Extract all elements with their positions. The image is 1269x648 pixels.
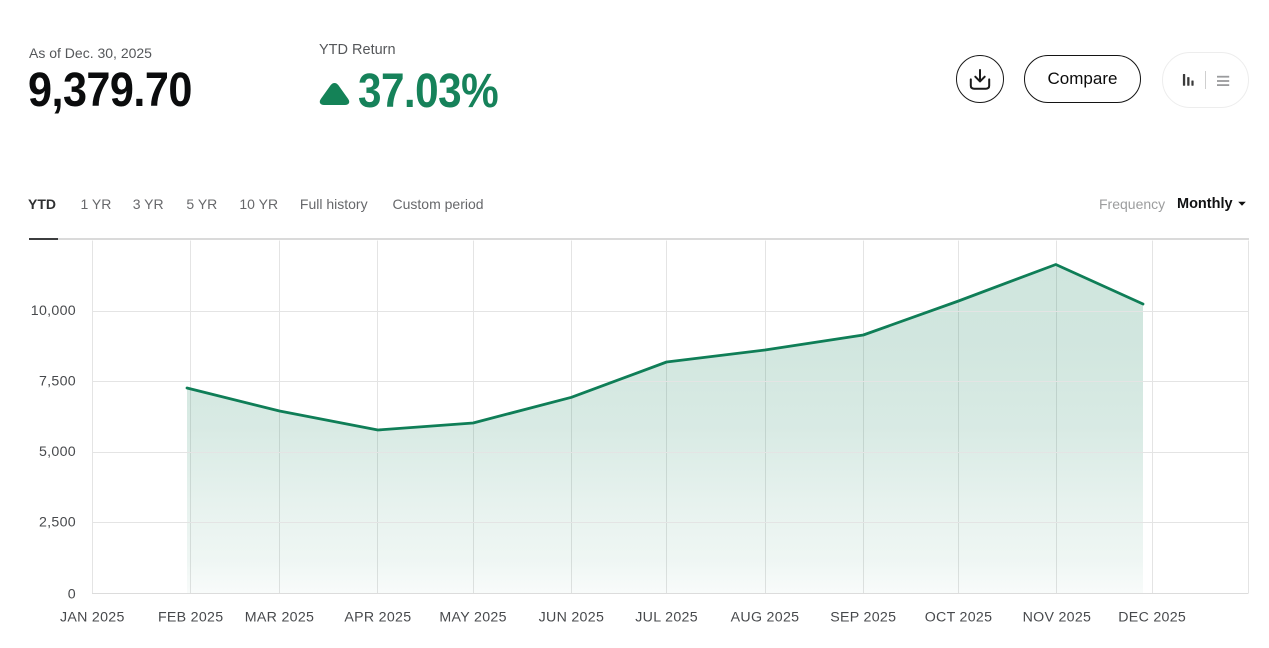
svg-text:NOV 2025: NOV 2025: [1023, 609, 1092, 625]
svg-text:10,000: 10,000: [31, 303, 76, 319]
svg-text:DEC 2025: DEC 2025: [1118, 609, 1186, 625]
svg-text:MAR 2025: MAR 2025: [245, 609, 314, 625]
svg-text:JUL 2025: JUL 2025: [635, 609, 698, 625]
svg-text:JUN 2025: JUN 2025: [539, 609, 605, 625]
svg-text:JAN 2025: JAN 2025: [60, 609, 125, 625]
svg-text:MAY 2025: MAY 2025: [439, 609, 506, 625]
svg-text:5,000: 5,000: [39, 444, 76, 460]
svg-text:OCT 2025: OCT 2025: [925, 609, 993, 625]
svg-text:2,500: 2,500: [39, 514, 76, 530]
svg-text:FEB 2025: FEB 2025: [158, 609, 224, 625]
svg-text:SEP 2025: SEP 2025: [830, 609, 896, 625]
svg-text:APR 2025: APR 2025: [344, 609, 411, 625]
svg-text:AUG 2025: AUG 2025: [731, 609, 800, 625]
svg-text:7,500: 7,500: [39, 373, 76, 389]
svg-text:0: 0: [68, 587, 76, 603]
